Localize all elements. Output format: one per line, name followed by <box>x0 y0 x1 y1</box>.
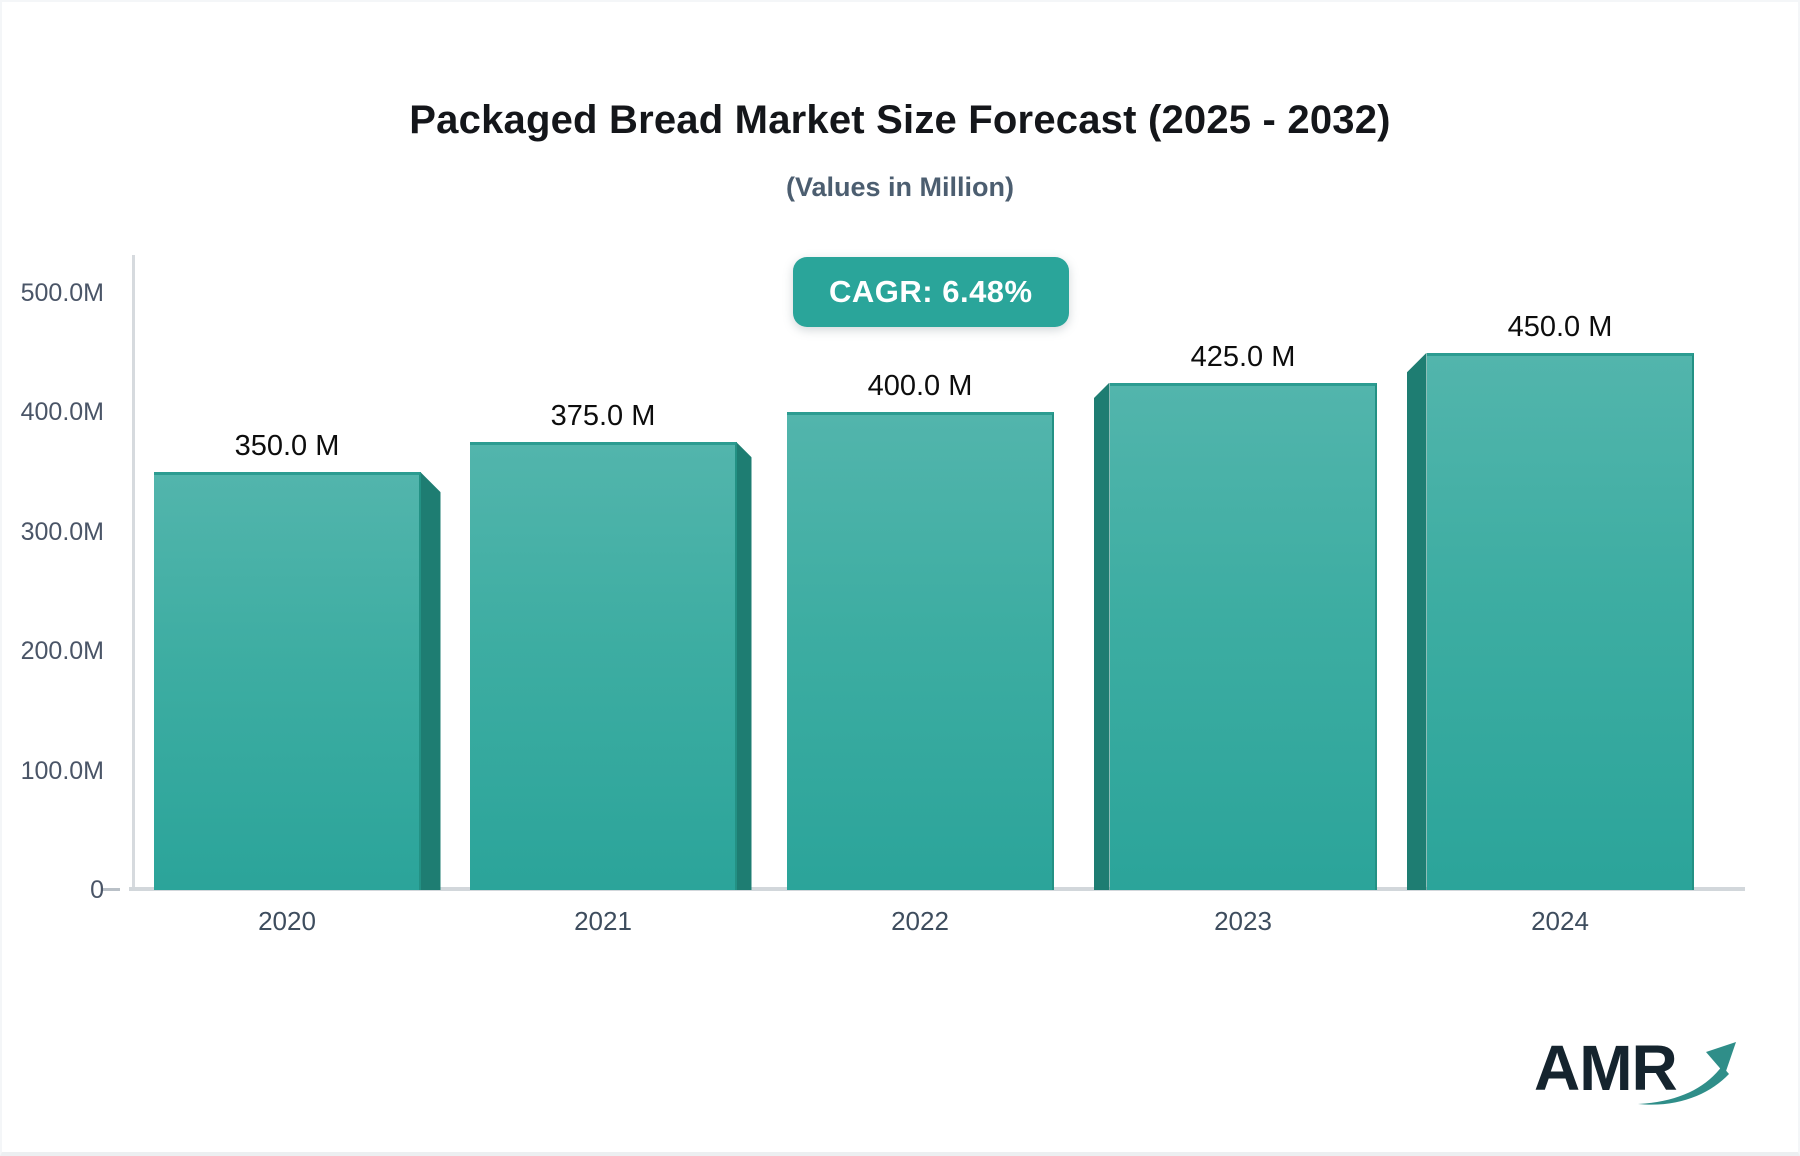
amr-logo-text: AMR <box>1534 1032 1678 1104</box>
bar-side-face <box>736 442 752 890</box>
x-axis-label-2024: 2024 <box>1531 906 1589 936</box>
chart-subtitle: (Values in Million) <box>785 172 1015 202</box>
growth-arrow-icon <box>1638 1042 1736 1105</box>
x-axis-label-2021: 2021 <box>574 906 632 936</box>
zero-tick-mark <box>101 888 120 891</box>
x-axis-label-2023: 2023 <box>1214 906 1272 936</box>
x-axis-label-2020: 2020 <box>258 906 316 936</box>
bar-side-face <box>1406 352 1427 890</box>
y-tick-label: 200.0M <box>20 637 104 666</box>
bar-value-label: 400.0 M <box>867 370 973 403</box>
y-tick-label: 300.0M <box>20 517 104 546</box>
bar-value-label: 350.0 M <box>234 430 340 463</box>
cagr-badge: CAGR: 6.48% <box>793 257 1069 327</box>
amr-logo: AMR <box>1534 1030 1736 1114</box>
bar-2021 <box>469 442 737 890</box>
y-tick-label: 100.0M <box>20 756 104 785</box>
chart-title: Packaged Bread Market Size Forecast (202… <box>409 98 1391 142</box>
bar-side-face <box>420 472 441 890</box>
bar-value-label: 425.0 M <box>1190 340 1296 373</box>
y-tick-label: 400.0M <box>20 398 104 427</box>
y-axis-line <box>132 255 135 890</box>
bar-value-label: 375.0 M <box>550 400 656 433</box>
bar-2020 <box>153 472 421 890</box>
y-tick-label: 500.0M <box>20 279 104 307</box>
x-axis-label-2022: 2022 <box>891 906 949 936</box>
bar-2023 <box>1109 382 1377 890</box>
y-tick-label: 0 <box>90 876 104 904</box>
bar-2024 <box>1426 352 1694 890</box>
bar-2022 <box>786 412 1054 890</box>
bar-value-label: 450.0 M <box>1507 310 1613 343</box>
bar-side-face <box>1093 382 1110 890</box>
